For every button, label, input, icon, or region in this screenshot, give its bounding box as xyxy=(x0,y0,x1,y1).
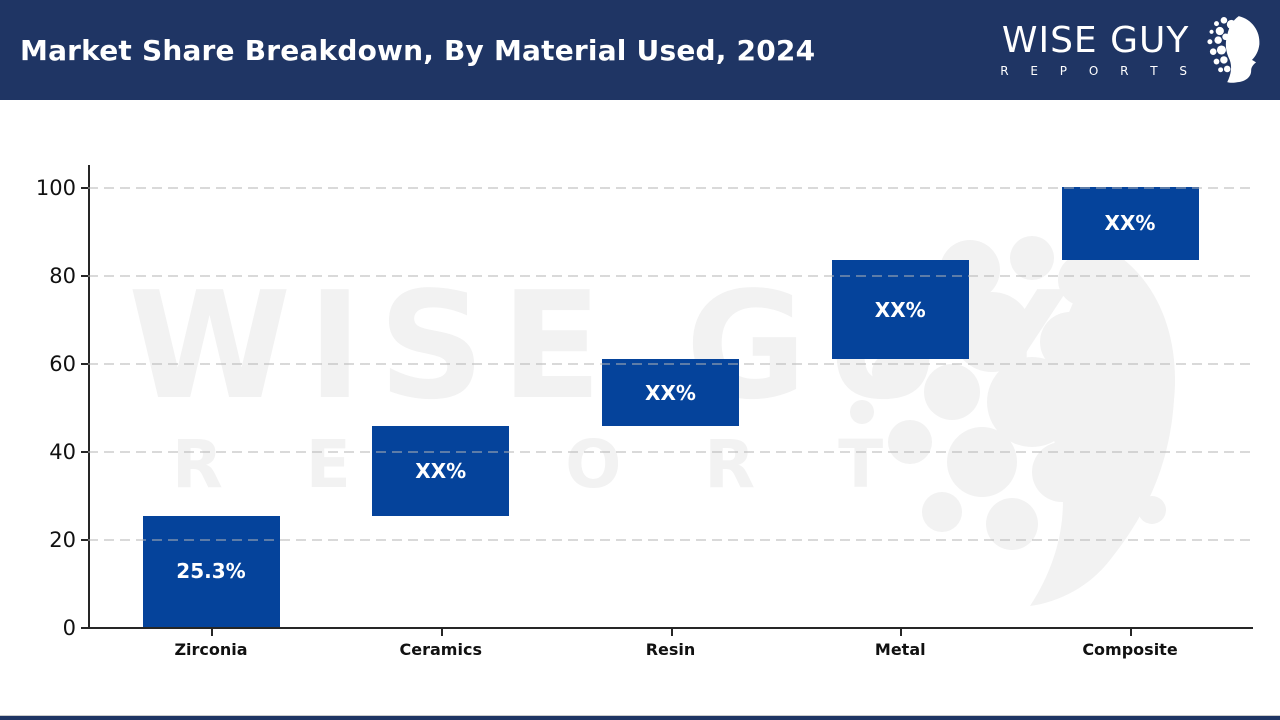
logo-wordmark: WISE GUY xyxy=(1001,19,1190,61)
chart-area: WISE GUY R E P O R T S 0 20 40 60 80 100 25.3%… xyxy=(0,100,1280,715)
y-tickmark xyxy=(81,451,88,453)
x-tickmark xyxy=(211,629,213,636)
y-tickmark xyxy=(81,539,88,541)
logo-subtitle: R E P O R T S xyxy=(1000,63,1196,78)
x-category-label: Zirconia xyxy=(174,640,248,659)
y-tickmark xyxy=(81,275,88,277)
bar-zirconia: 25.3% xyxy=(142,515,280,627)
x-category-label: Resin xyxy=(645,640,696,659)
wise-guy-reports-logo: WISE GUY R E P O R T S xyxy=(995,10,1266,90)
bar-value-label: XX% xyxy=(415,459,467,484)
y-tick-label: 0 xyxy=(62,616,76,640)
x-tickmark xyxy=(440,629,443,636)
y-tickmark xyxy=(81,627,88,629)
x-category-label: Metal xyxy=(874,640,926,659)
dotted-face-icon xyxy=(1207,16,1260,83)
bar-value-label: XX% xyxy=(1104,211,1156,236)
y-tick-label: 80 xyxy=(49,264,76,288)
x-tickmark xyxy=(900,629,903,636)
x-category-label: Composite xyxy=(1082,640,1178,659)
y-tick-label: 20 xyxy=(49,528,76,552)
x-axis-line xyxy=(88,627,1253,629)
bar-value-label: XX% xyxy=(874,297,926,322)
y-tick-label: 60 xyxy=(49,352,76,376)
footer-bar xyxy=(0,715,1280,720)
x-tickmark xyxy=(1130,629,1132,636)
y-tick-label: 100 xyxy=(35,176,76,200)
bar-composite: XX% xyxy=(1061,187,1199,260)
bar-resin: XX% xyxy=(602,359,739,427)
y-axis-line xyxy=(88,165,90,629)
gridline xyxy=(88,539,1253,541)
bar-value-label: 25.3% xyxy=(176,559,246,584)
gridline xyxy=(88,451,1253,453)
x-tickmark xyxy=(670,629,673,636)
gridline xyxy=(88,187,1253,189)
y-tickmark xyxy=(81,363,88,365)
gridline xyxy=(88,275,1253,277)
chart-title: Market Share Breakdown, By Material Used… xyxy=(20,33,816,67)
y-tickmark xyxy=(81,187,88,189)
gridline xyxy=(88,363,1253,365)
bar-value-label: XX% xyxy=(645,380,696,405)
logo-text: WISE GUY R E P O R T S xyxy=(995,19,1196,78)
x-category-label: Ceramics xyxy=(399,640,482,659)
header-bar: Market Share Breakdown, By Material Used… xyxy=(0,0,1280,100)
bar-ceramics: XX% xyxy=(372,426,510,516)
y-tick-label: 40 xyxy=(49,440,76,464)
